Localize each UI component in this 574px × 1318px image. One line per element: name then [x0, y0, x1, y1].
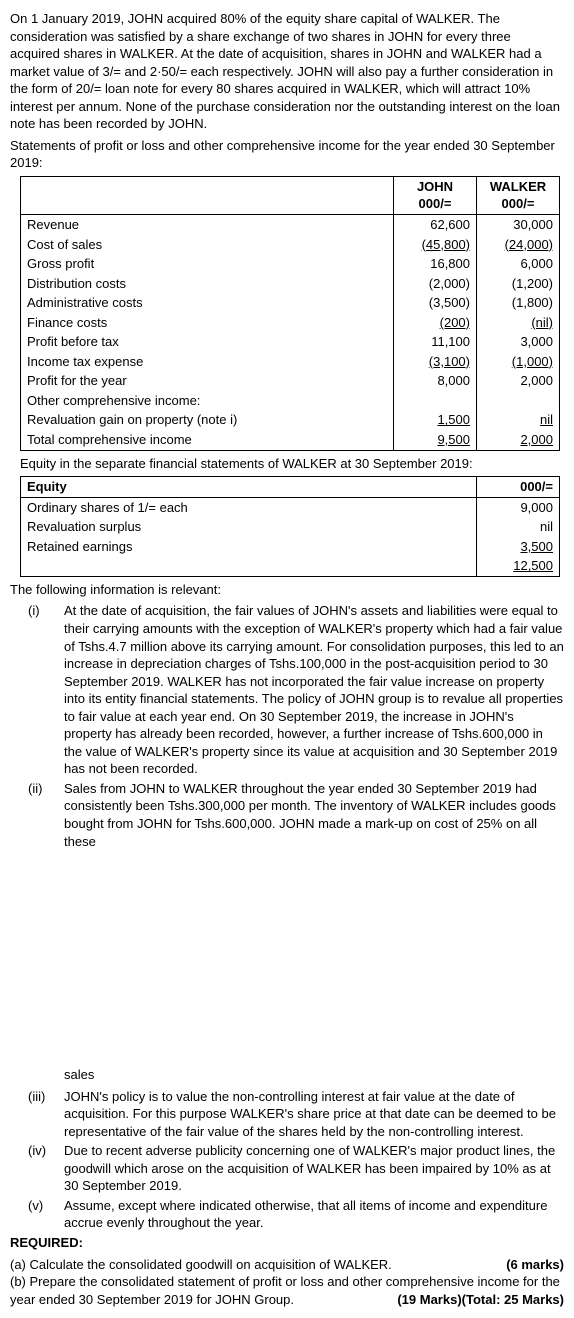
equity-row-label: Ordinary shares of 1/= each — [21, 497, 477, 517]
notes-list-b: (iii)JOHN's policy is to value the non-c… — [10, 1088, 564, 1232]
table-row-john: 9,500 — [394, 430, 477, 450]
equity-row-value: 12,500 — [477, 556, 560, 576]
table-row-walker: 30,000 — [477, 215, 560, 235]
note-item: (i)At the date of acquisition, the fair … — [10, 602, 564, 777]
table-row-walker: (1,800) — [477, 293, 560, 313]
required-a: (a) Calculate the consolidated goodwill … — [10, 1256, 564, 1274]
equity-row-value: nil — [477, 517, 560, 537]
note-number: (v) — [10, 1197, 64, 1232]
table-row-walker: (1,000) — [477, 352, 560, 372]
note-item: (iv)Due to recent adverse publicity conc… — [10, 1142, 564, 1195]
table-row-walker: (1,200) — [477, 274, 560, 294]
equity-row-label — [21, 556, 477, 576]
note-number: (i) — [10, 602, 64, 777]
note-text: Assume, except where indicated otherwise… — [64, 1197, 564, 1232]
table-row-label: Revaluation gain on property (note i) — [21, 410, 394, 430]
equity-row-value: 3,500 — [477, 537, 560, 557]
note-item: (v)Assume, except where indicated otherw… — [10, 1197, 564, 1232]
equity-row-label: Retained earnings — [21, 537, 477, 557]
table-row-label: Gross profit — [21, 254, 394, 274]
table-row-john: (3,100) — [394, 352, 477, 372]
table-row-label: Total comprehensive income — [21, 430, 394, 450]
required-b: (b) Prepare the consolidated statement o… — [10, 1273, 564, 1308]
table-row-john: 62,600 — [394, 215, 477, 235]
table-row-john: 8,000 — [394, 371, 477, 391]
notes-list-a: (i)At the date of acquisition, the fair … — [10, 602, 564, 850]
table-row-john: 16,800 — [394, 254, 477, 274]
table-row-john: (2,000) — [394, 274, 477, 294]
note-continuation: sales — [10, 1066, 564, 1084]
table-row-label: Profit before tax — [21, 332, 394, 352]
table-row-label: Income tax expense — [21, 352, 394, 372]
equity-header: Equity — [21, 477, 477, 498]
note-text: Sales from JOHN to WALKER throughout the… — [64, 780, 564, 850]
equity-value-header: 000/= — [477, 477, 560, 498]
table-row-label: Other comprehensive income: — [21, 391, 394, 411]
table-row-walker: 3,000 — [477, 332, 560, 352]
table-row-walker: (nil) — [477, 313, 560, 333]
table-row-walker: 2,000 — [477, 371, 560, 391]
table-row-label: Distribution costs — [21, 274, 394, 294]
note-number: (iii) — [10, 1088, 64, 1141]
table-row-walker: 2,000 — [477, 430, 560, 450]
col-header-walker: WALKER 000/= — [477, 176, 560, 214]
table-row-john: 1,500 — [394, 410, 477, 430]
equity-row-label: Revaluation surplus — [21, 517, 477, 537]
col-header-john: JOHN 000/= — [394, 176, 477, 214]
note-text: At the date of acquisition, the fair val… — [64, 602, 564, 777]
table-row-label: Cost of sales — [21, 235, 394, 255]
table-row-walker: nil — [477, 410, 560, 430]
table-row-john: (45,800) — [394, 235, 477, 255]
notes-intro: The following information is relevant: — [10, 581, 564, 599]
required-b-marks: (19 Marks)(Total: 25 Marks) — [397, 1291, 564, 1309]
intro-para-2: Statements of profit or loss and other c… — [10, 137, 564, 172]
table-row-label: Profit for the year — [21, 371, 394, 391]
table-row-label: Finance costs — [21, 313, 394, 333]
table-row-john: (3,500) — [394, 293, 477, 313]
note-item: (iii)JOHN's policy is to value the non-c… — [10, 1088, 564, 1141]
required-label: REQUIRED: — [10, 1234, 564, 1252]
equity-caption: Equity in the separate financial stateme… — [20, 455, 564, 473]
income-statement-table: JOHN 000/= WALKER 000/= Revenue62,60030,… — [20, 176, 560, 451]
table-row-walker: 6,000 — [477, 254, 560, 274]
table-row-john: 11,100 — [394, 332, 477, 352]
table-row-john: (200) — [394, 313, 477, 333]
note-text: JOHN's policy is to value the non-contro… — [64, 1088, 564, 1141]
required-a-marks: (6 marks) — [506, 1256, 564, 1274]
note-item: (ii)Sales from JOHN to WALKER throughout… — [10, 780, 564, 850]
table-row-label: Revenue — [21, 215, 394, 235]
equity-table: Equity 000/= Ordinary shares of 1/= each… — [20, 476, 560, 577]
equity-row-value: 9,000 — [477, 497, 560, 517]
table-row-walker — [477, 391, 560, 411]
note-text: Due to recent adverse publicity concerni… — [64, 1142, 564, 1195]
note-number: (iv) — [10, 1142, 64, 1195]
table-row-label: Administrative costs — [21, 293, 394, 313]
note-number: (ii) — [10, 780, 64, 850]
table-row-john — [394, 391, 477, 411]
table-row-walker: (24,000) — [477, 235, 560, 255]
intro-para-1: On 1 January 2019, JOHN acquired 80% of … — [10, 10, 564, 133]
